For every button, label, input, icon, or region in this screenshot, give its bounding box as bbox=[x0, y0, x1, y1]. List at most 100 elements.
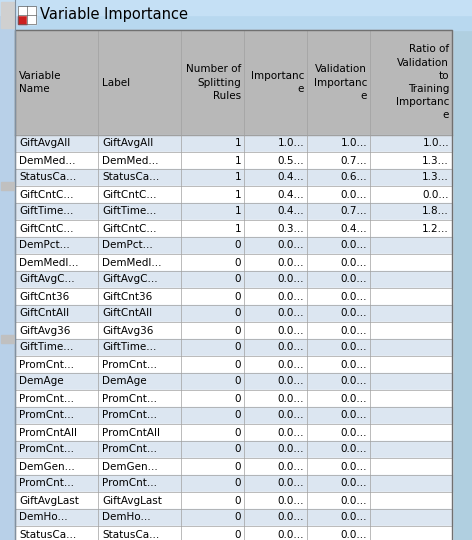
Text: 0.0...: 0.0... bbox=[340, 190, 367, 199]
Text: 0.7...: 0.7... bbox=[340, 156, 367, 165]
Text: 0.0...: 0.0... bbox=[340, 258, 367, 267]
Bar bbox=[15, 441, 452, 458]
Text: GiftCntAll: GiftCntAll bbox=[19, 308, 69, 319]
Text: GiftCntC...: GiftCntC... bbox=[19, 190, 74, 199]
Text: 1: 1 bbox=[235, 224, 241, 233]
Bar bbox=[15, 30, 452, 135]
Text: 0.0...: 0.0... bbox=[278, 342, 304, 353]
Text: 1.0...: 1.0... bbox=[278, 138, 304, 149]
Text: Variable
Name: Variable Name bbox=[19, 71, 61, 94]
Bar bbox=[15, 339, 452, 356]
Bar bbox=[15, 424, 452, 441]
Text: StatusCa...: StatusCa... bbox=[19, 530, 76, 539]
Text: DemMedI...: DemMedI... bbox=[19, 258, 78, 267]
Text: GiftAvgC...: GiftAvgC... bbox=[102, 274, 158, 285]
Text: 0: 0 bbox=[235, 512, 241, 523]
Bar bbox=[18, 6, 26, 15]
Text: Importanc
e: Importanc e bbox=[251, 71, 304, 94]
Text: 0.4...: 0.4... bbox=[278, 190, 304, 199]
Bar bbox=[15, 526, 452, 540]
Text: DemMedI...: DemMedI... bbox=[102, 258, 161, 267]
Text: 0.0...: 0.0... bbox=[340, 394, 367, 403]
Bar bbox=[15, 322, 452, 339]
Bar bbox=[18, 6, 36, 24]
Text: 1: 1 bbox=[235, 172, 241, 183]
Text: 0: 0 bbox=[235, 376, 241, 387]
Text: 0: 0 bbox=[235, 240, 241, 251]
Text: Ratio of
Validation
to
Training
Importanc
e: Ratio of Validation to Training Importan… bbox=[396, 44, 449, 120]
Bar bbox=[15, 152, 452, 169]
Bar bbox=[15, 186, 452, 203]
Text: GiftAvgAll: GiftAvgAll bbox=[102, 138, 153, 149]
Bar bbox=[0, 0, 472, 15]
Text: DemPct...: DemPct... bbox=[19, 240, 70, 251]
Text: PromCnt...: PromCnt... bbox=[102, 478, 157, 489]
Text: 0.0...: 0.0... bbox=[278, 410, 304, 421]
Text: PromCnt...: PromCnt... bbox=[102, 394, 157, 403]
Text: 0.0...: 0.0... bbox=[278, 428, 304, 437]
Text: DemPct...: DemPct... bbox=[102, 240, 153, 251]
Text: DemHo...: DemHo... bbox=[19, 512, 67, 523]
Text: GiftCntC...: GiftCntC... bbox=[102, 224, 157, 233]
Text: GiftAvg36: GiftAvg36 bbox=[19, 326, 70, 335]
Text: 0.4...: 0.4... bbox=[278, 206, 304, 217]
Text: GiftTime...: GiftTime... bbox=[19, 342, 73, 353]
Text: DemGen...: DemGen... bbox=[102, 462, 158, 471]
Text: 0.4...: 0.4... bbox=[278, 172, 304, 183]
Bar bbox=[1, 2, 14, 28]
Text: PromCnt...: PromCnt... bbox=[19, 360, 74, 369]
Text: 0: 0 bbox=[235, 360, 241, 369]
Text: 0.7...: 0.7... bbox=[340, 206, 367, 217]
Bar bbox=[1, 182, 14, 190]
Bar bbox=[15, 492, 452, 509]
Text: PromCnt...: PromCnt... bbox=[19, 444, 74, 455]
Bar bbox=[15, 373, 452, 390]
Text: GiftAvgLast: GiftAvgLast bbox=[19, 496, 79, 505]
Text: PromCntAll: PromCntAll bbox=[19, 428, 77, 437]
Bar bbox=[1, 335, 14, 343]
Text: PromCnt...: PromCnt... bbox=[19, 394, 74, 403]
Text: 0: 0 bbox=[235, 308, 241, 319]
Text: GiftAvgC...: GiftAvgC... bbox=[19, 274, 75, 285]
Text: 0.0...: 0.0... bbox=[340, 240, 367, 251]
Text: 1.2...: 1.2... bbox=[422, 224, 449, 233]
Text: 0.0...: 0.0... bbox=[340, 512, 367, 523]
Text: 0: 0 bbox=[235, 444, 241, 455]
Text: 0.0...: 0.0... bbox=[278, 258, 304, 267]
Text: StatusCa...: StatusCa... bbox=[102, 172, 159, 183]
Text: DemHo...: DemHo... bbox=[102, 512, 151, 523]
Bar bbox=[15, 407, 452, 424]
Text: 0.0...: 0.0... bbox=[340, 462, 367, 471]
Bar bbox=[15, 254, 452, 271]
Text: 0.0...: 0.0... bbox=[278, 478, 304, 489]
Text: 0.0...: 0.0... bbox=[278, 326, 304, 335]
Text: GiftCntC...: GiftCntC... bbox=[19, 224, 74, 233]
Text: GiftTime...: GiftTime... bbox=[19, 206, 73, 217]
Text: 1: 1 bbox=[235, 156, 241, 165]
Text: DemMed...: DemMed... bbox=[19, 156, 76, 165]
Text: GiftAvgAll: GiftAvgAll bbox=[19, 138, 70, 149]
Text: Label: Label bbox=[102, 78, 130, 87]
Text: 0.0...: 0.0... bbox=[278, 394, 304, 403]
Text: 0.0...: 0.0... bbox=[422, 190, 449, 199]
Text: 0: 0 bbox=[235, 478, 241, 489]
Text: 0: 0 bbox=[235, 462, 241, 471]
Text: StatusCa...: StatusCa... bbox=[19, 172, 76, 183]
Text: GiftAvg36: GiftAvg36 bbox=[102, 326, 153, 335]
Bar bbox=[15, 220, 452, 237]
Text: 0: 0 bbox=[235, 326, 241, 335]
Text: 1.3...: 1.3... bbox=[422, 156, 449, 165]
Text: Validation
Importanc
e: Validation Importanc e bbox=[313, 64, 367, 100]
Text: 0.0...: 0.0... bbox=[340, 428, 367, 437]
Bar bbox=[27, 16, 35, 24]
Bar bbox=[15, 271, 452, 288]
Bar bbox=[15, 390, 452, 407]
Bar bbox=[27, 6, 35, 15]
Bar bbox=[15, 475, 452, 492]
Bar bbox=[0, 0, 15, 540]
Text: 0: 0 bbox=[235, 428, 241, 437]
Bar bbox=[15, 288, 452, 305]
Text: GiftCnt36: GiftCnt36 bbox=[19, 292, 69, 301]
Bar bbox=[15, 203, 452, 220]
Text: 0.0...: 0.0... bbox=[278, 496, 304, 505]
